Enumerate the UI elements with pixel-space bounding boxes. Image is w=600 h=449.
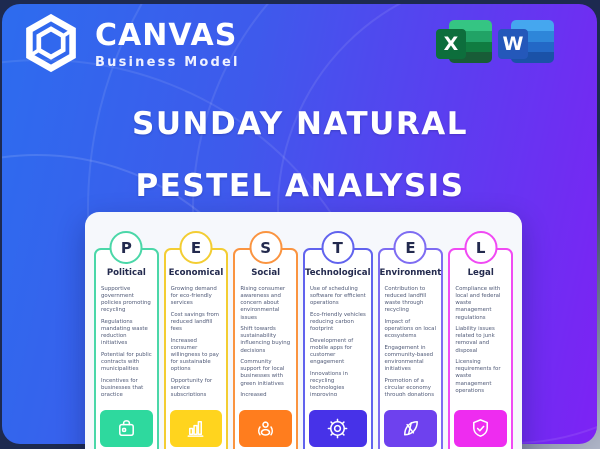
- letter-badge: E: [393, 231, 427, 264]
- column-political: P Political Supportive government polici…: [94, 231, 159, 449]
- bullet: Community support for local businesses w…: [240, 359, 285, 387]
- column-title: Economical: [168, 268, 224, 278]
- word-letter: W: [498, 29, 528, 59]
- letter-badge: E: [179, 231, 213, 264]
- bullet: Shift towards sustainability influencing…: [240, 326, 291, 354]
- bullet: Rising consumer awareness and concern ab…: [240, 286, 286, 321]
- excel-file-icon[interactable]: X: [436, 20, 492, 67]
- bullet: Supportive government policies promoting…: [101, 286, 151, 314]
- bullet: Innovations in recycling technologies im…: [309, 370, 348, 396]
- column-legal: L Legal Compliance with local and federa…: [448, 231, 514, 449]
- brand-block: CANVAS Business Model: [95, 18, 240, 71]
- bullet: Use of scheduling software for efficient…: [309, 286, 366, 307]
- column-environment: E Environment Contribution to reduced la…: [377, 231, 444, 449]
- bullet: Impact of operations on local ecosystems: [384, 319, 436, 340]
- word-stripes: [511, 20, 554, 63]
- column-title: Social: [251, 268, 281, 278]
- column-title: Legal: [467, 268, 494, 278]
- column-economical: E Economical Growing demand for eco-frie…: [163, 231, 229, 449]
- canvas-hexagon-logo-icon: [26, 13, 76, 73]
- bullet: Opportunity for service subscriptions pr…: [170, 377, 213, 396]
- bullet: Eco-friendly vehicles reducing carbon fo…: [309, 311, 366, 333]
- brand-tagline: Business Model: [95, 55, 240, 70]
- bullet: Liability issues related to junk removal…: [455, 326, 495, 354]
- bullet: Compliance with local and federal waste …: [455, 286, 501, 321]
- shield-check-icon: [454, 410, 508, 447]
- pestel-card: P Political Supportive government polici…: [85, 212, 522, 449]
- column-title: Political: [106, 268, 146, 278]
- bullet: Growing demand for eco-friendly services: [170, 286, 217, 307]
- column-technological: T Technological Use of scheduling softwa…: [302, 231, 373, 449]
- bullet-list: Growing demand for eco-friendly services…: [166, 278, 227, 396]
- excel-stripes: [449, 20, 492, 63]
- page-title: SUNDAY NATURAL: [132, 106, 468, 142]
- bullet-list: Compliance with local and federal waste …: [450, 278, 511, 396]
- letter-badge: T: [321, 231, 355, 264]
- bullet: Increased consumer willingness to pay fo…: [170, 337, 219, 373]
- briefcase-icon: [100, 410, 153, 447]
- bullet: Cost savings from reduced landfill fees: [170, 311, 220, 333]
- letter-badge: S: [249, 231, 283, 264]
- column-title: Technological: [304, 268, 371, 278]
- bullet: Regulations mandating waste reduction in…: [101, 319, 148, 347]
- column-title: Environment: [379, 268, 442, 278]
- page-subtitle: PESTEL ANALYSIS: [135, 168, 465, 204]
- bullet: Promotion of a circular economy through …: [384, 377, 435, 396]
- bullet: Engagement in community-based environmen…: [384, 344, 434, 373]
- bullet: Contribution to reduced landfill waste t…: [384, 286, 427, 314]
- bullet-list: Contribution to reduced landfill waste t…: [380, 278, 442, 396]
- pestel-columns: P Political Supportive government polici…: [85, 212, 522, 449]
- bullet-list: Supportive government policies promoting…: [96, 278, 157, 396]
- bullet-list: Rising consumer awareness and concern ab…: [235, 278, 296, 396]
- bullet: Potential for public contracts with muni…: [101, 352, 152, 373]
- bullet-list: Use of scheduling software for efficient…: [305, 278, 371, 396]
- bullet: Licensing requirements for waste managem…: [455, 359, 501, 394]
- bullet: Increased acceptance of second-hand good…: [240, 392, 267, 396]
- word-file-icon[interactable]: W: [498, 20, 554, 67]
- leaf-icon: [383, 410, 438, 447]
- gear-icon: [308, 410, 367, 447]
- bullet: Development of mobile apps for customer …: [309, 337, 354, 366]
- brand-name: CANVAS: [95, 18, 238, 53]
- letter-badge: P: [109, 231, 143, 264]
- excel-letter: X: [436, 29, 466, 59]
- bullet: Incentives for businesses that practice …: [101, 377, 144, 396]
- bar-chart-icon: [169, 410, 223, 447]
- column-social: S Social Rising consumer awareness and c…: [233, 231, 298, 449]
- letter-badge: L: [464, 231, 498, 264]
- people-icon: [239, 410, 292, 447]
